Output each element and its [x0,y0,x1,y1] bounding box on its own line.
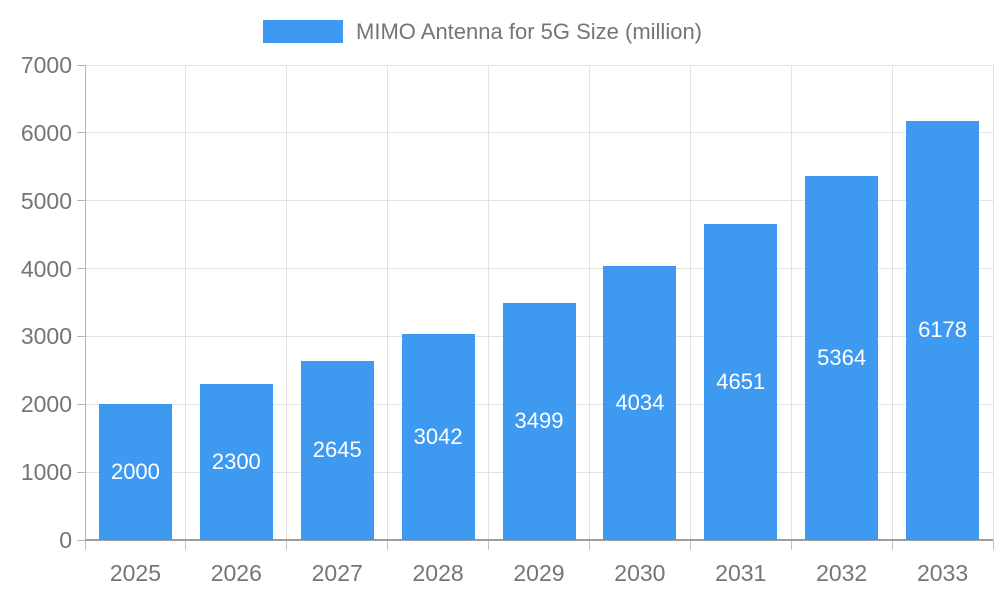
y-axis-tick [77,268,85,270]
bar-2027[interactable]: 2645 [300,360,374,540]
x-axis-label: 2028 [412,560,464,586]
x-axis-tick [488,540,490,550]
x-axis-label: 2030 [614,560,666,586]
x-axis-tick [286,540,288,550]
y-axis-tick [77,335,85,337]
bar-2030[interactable]: 4034 [603,266,677,540]
x-axis-tick [84,540,86,550]
bar-value-label: 6178 [918,317,968,343]
bar-2028[interactable]: 3042 [401,333,475,540]
x-axis-label: 2032 [816,560,868,586]
gridline-vertical [488,65,490,540]
bar-value-label: 4034 [615,390,665,416]
legend[interactable]: MIMO Antenna for 5G Size (million) [263,18,703,44]
legend-swatch-icon [263,20,343,43]
bar-value-label: 5364 [817,344,867,370]
y-axis-tick [77,539,85,541]
y-axis-tick [77,471,85,473]
x-axis-tick [185,540,187,550]
x-axis-tick [387,540,389,550]
gridline-vertical [286,65,288,540]
gridline-vertical [185,65,187,540]
gridline-horizontal [85,200,993,202]
y-axis-label: 7000 [20,52,72,78]
x-axis-label: 2025 [109,560,162,586]
y-axis-label: 2000 [20,391,72,418]
legend-label: MIMO Antenna for 5G Size (million) [356,18,703,44]
x-axis-tick [588,540,590,550]
x-axis-label: 2029 [513,560,565,586]
gridline-vertical [992,65,994,540]
x-axis-tick [891,540,893,550]
bar-value-label: 2000 [110,459,160,485]
gridline-horizontal [85,268,993,270]
y-axis-label: 3000 [20,323,72,350]
bar-value-label: 2300 [211,448,261,474]
gridline-vertical [790,65,792,540]
x-axis-tick [790,540,792,550]
x-axis-label: 2031 [715,560,767,586]
y-axis-label: 6000 [20,119,72,146]
gridline-vertical [891,65,893,540]
bar-value-label: 2645 [312,437,362,463]
gridline-vertical [588,65,590,540]
x-axis-tick [689,540,691,550]
x-axis-label: 2027 [311,560,363,586]
y-axis-label: 0 [59,527,72,553]
bar-value-label: 3499 [514,408,564,434]
x-axis-label: 2026 [210,560,262,586]
bar-2032[interactable]: 5364 [805,176,879,540]
y-axis-label: 1000 [20,459,72,486]
gridline-horizontal [85,64,993,66]
bar-value-label: 3042 [413,423,463,449]
bar-2031[interactable]: 4651 [704,224,778,540]
y-axis-tick [77,200,85,202]
y-axis-tick [77,403,85,405]
y-axis-line [84,65,86,540]
y-axis-tick [77,64,85,66]
gridline-vertical [689,65,691,540]
bar-2026[interactable]: 2300 [199,383,273,540]
bar-2025[interactable]: 2000 [98,404,172,540]
y-axis-label: 5000 [20,187,72,214]
gridline-horizontal [85,132,993,134]
bar-2029[interactable]: 3499 [502,302,576,540]
bar-2033[interactable]: 6178 [906,120,980,540]
plot-area: 2000 2300 2645 3042 3499 4034 4651 5364 6178 [77,64,994,550]
bar-value-label: 4651 [716,369,766,395]
x-axis-tick [992,540,994,550]
gridline-vertical [387,65,389,540]
y-axis-label: 4000 [20,255,72,282]
y-axis-tick [77,132,85,134]
x-axis-line [85,539,993,541]
x-axis-label: 2033 [916,560,969,586]
